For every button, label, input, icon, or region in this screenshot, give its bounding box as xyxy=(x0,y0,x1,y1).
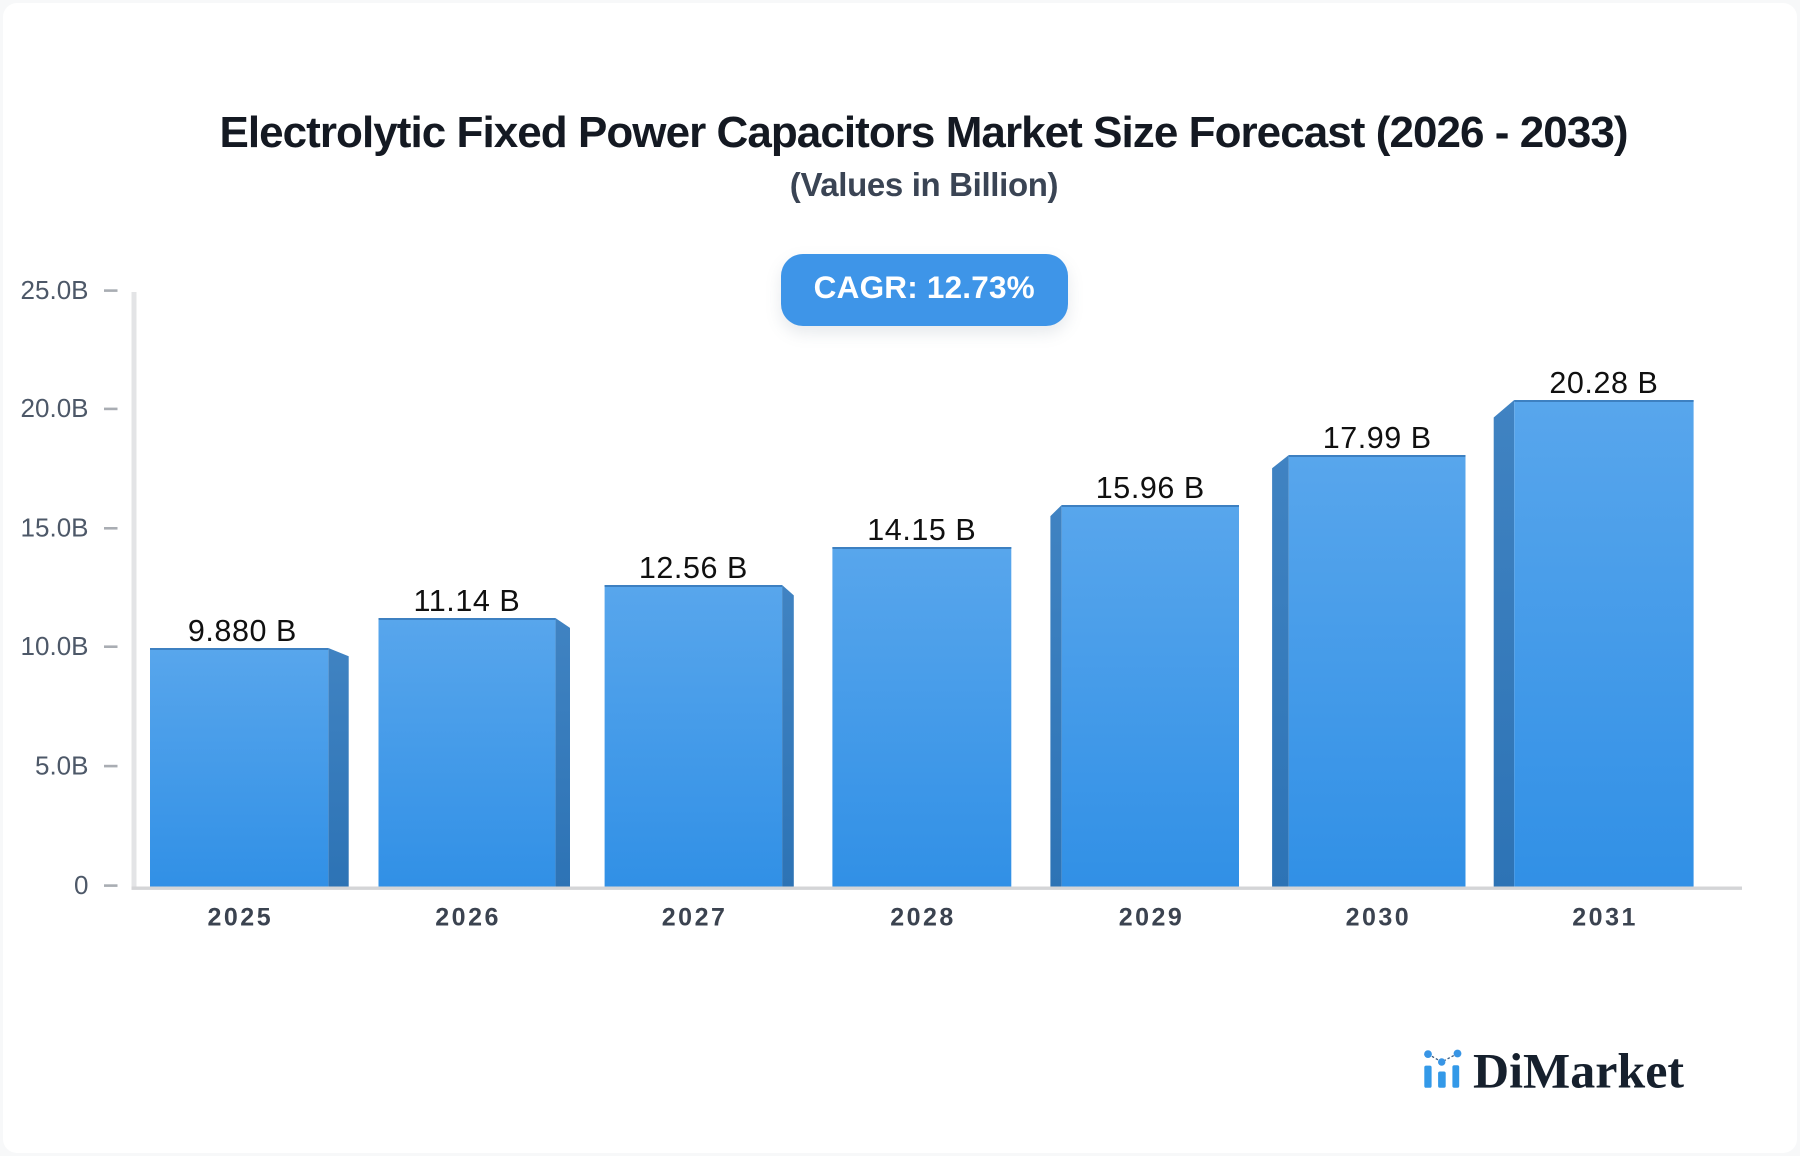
svg-text:5.0B: 5.0B xyxy=(35,750,89,780)
svg-text:2026: 2026 xyxy=(435,904,501,932)
svg-text:20.28 B: 20.28 B xyxy=(1549,366,1658,400)
svg-text:2025: 2025 xyxy=(207,904,273,932)
svg-text:2028: 2028 xyxy=(890,904,956,932)
svg-text:2031: 2031 xyxy=(1572,904,1638,932)
svg-text:2030: 2030 xyxy=(1346,904,1412,932)
svg-text:9.880 B: 9.880 B xyxy=(188,614,297,648)
svg-text:20.0B: 20.0B xyxy=(21,393,89,423)
svg-text:17.99 B: 17.99 B xyxy=(1323,421,1432,455)
svg-text:25.0B: 25.0B xyxy=(21,275,89,305)
svg-text:15.0B: 15.0B xyxy=(21,513,89,543)
svg-text:12.56 B: 12.56 B xyxy=(639,551,748,585)
svg-text:15.96 B: 15.96 B xyxy=(1096,471,1205,505)
svg-text:DiMarket: DiMarket xyxy=(1473,1043,1684,1099)
svg-text:0: 0 xyxy=(74,870,88,900)
svg-text:2029: 2029 xyxy=(1119,904,1185,932)
svg-text:14.15 B: 14.15 B xyxy=(867,513,976,547)
svg-text:11.14 B: 11.14 B xyxy=(414,584,521,618)
svg-text:2027: 2027 xyxy=(662,904,728,932)
svg-text:10.0B: 10.0B xyxy=(21,631,89,661)
